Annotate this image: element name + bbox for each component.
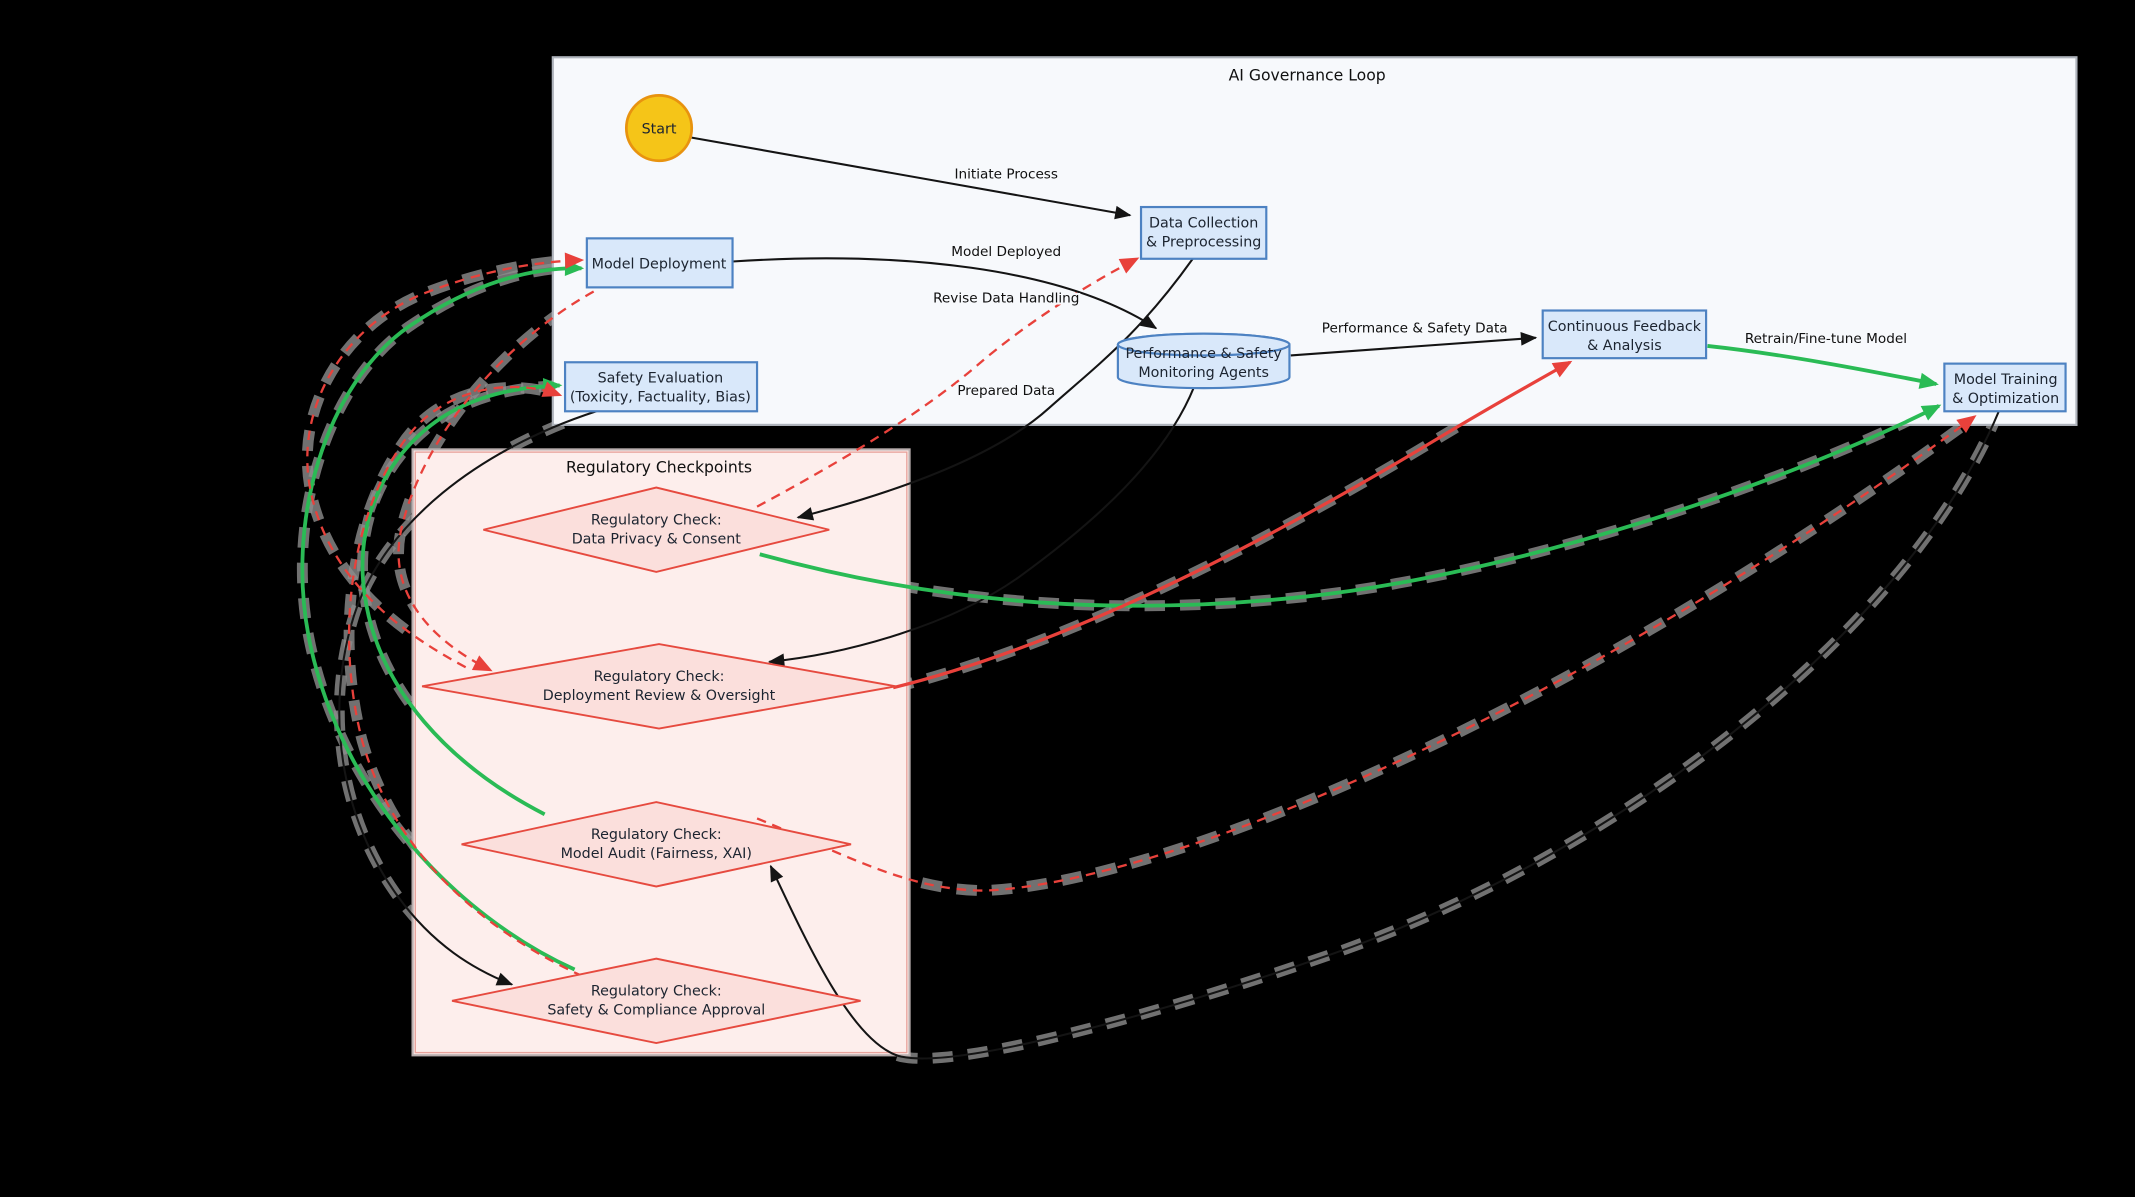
model-deployment-node xyxy=(585,237,734,289)
model-training-node xyxy=(1943,362,2067,413)
privacy-check-diamond xyxy=(483,486,830,573)
edge-label-revise-data-handling: Revise Data Handling xyxy=(933,290,1079,306)
safety-evaluation-label-1: Safety Evaluation xyxy=(598,371,724,387)
edge-compliance-check-to-safety-eval-reevaluate xyxy=(347,381,584,978)
edge-monitoring-to-feedback xyxy=(1290,332,1538,357)
edge-safety-eval-to-compliance-check xyxy=(338,410,597,986)
feedback-label-1: Continuous Feedback xyxy=(1548,319,1702,335)
edge-deployment-check-to-feedback xyxy=(892,360,1573,690)
compliance-check-diamond xyxy=(451,957,861,1045)
nodes xyxy=(421,94,2067,1045)
edge-privacy-check-to-training-approved xyxy=(759,404,1942,608)
cluster-regulatory-inner-border xyxy=(414,451,908,1054)
edge-label-prepared-data: Prepared Data xyxy=(957,383,1055,399)
edge-deployment-to-monitoring xyxy=(732,257,1158,330)
audit-check-label-2: Model Audit (Fairness, XAI) xyxy=(561,846,752,862)
edge-monitoring-to-deployment-check xyxy=(767,386,1196,668)
deployment-check-label-2: Deployment Review & Oversight xyxy=(543,688,776,704)
monitoring-label-1: Performance & Safety xyxy=(1125,346,1282,362)
edge-label-initiate-process: Initiate Process xyxy=(954,166,1058,182)
start-label: Start xyxy=(642,122,677,138)
edge-start-to-data-collection xyxy=(691,136,1132,220)
audit-check-diamond xyxy=(461,801,852,888)
edge-label-retrain-finetune: Retrain/Fine-tune Model xyxy=(1745,331,1907,347)
privacy-check-label-2: Data Privacy & Consent xyxy=(572,531,742,547)
safety-evaluation-node xyxy=(563,361,759,413)
compliance-check-label-2: Safety & Compliance Approval xyxy=(547,1002,765,1018)
cluster-ai-governance-loop xyxy=(551,56,2078,426)
deployment-check-diamond xyxy=(421,643,897,730)
data-collection-label-1: Data Collection xyxy=(1149,215,1258,231)
edge-audit-check-to-training-failed xyxy=(756,415,1977,892)
training-label-2: & Optimization xyxy=(1952,391,2059,407)
deployment-check-label-1: Regulatory Check: xyxy=(594,669,725,685)
edge-label-performance-safety-data: Performance & Safety Data xyxy=(1322,320,1508,336)
edge-audit-check-to-safety-eval-approved xyxy=(360,377,563,817)
edge-deployment-check-to-deployment-rejected xyxy=(306,252,585,669)
data-collection-label-2: & Preprocessing xyxy=(1146,235,1261,251)
data-collection-node xyxy=(1139,205,1268,260)
model-deployment-label: Model Deployment xyxy=(592,256,727,272)
monitoring-agents-node xyxy=(1116,332,1291,390)
edge-feedback-to-training-retrain xyxy=(1707,344,1939,389)
edge-data-collection-to-privacy-check xyxy=(796,258,1194,521)
edge-privacy-check-to-data-collection-revise xyxy=(756,257,1140,508)
edges xyxy=(300,136,2000,1060)
continuous-feedback-node xyxy=(1541,309,1708,360)
feedback-label-2: & Analysis xyxy=(1587,338,1662,354)
regulatory-cluster-title: Regulatory Checkpoints xyxy=(566,458,752,477)
edge-training-to-audit-check xyxy=(769,410,2000,1060)
monitoring-label-2: Monitoring Agents xyxy=(1138,365,1269,381)
edge-deployment-to-deployment-check-submit xyxy=(397,290,595,672)
training-label-1: Model Training xyxy=(1954,372,2058,388)
audit-check-label-1: Regulatory Check: xyxy=(591,827,722,843)
start-node xyxy=(624,94,694,163)
safety-evaluation-label-2: (Toxicity, Factuality, Bias) xyxy=(570,390,751,406)
compliance-check-label-1: Regulatory Check: xyxy=(591,983,722,999)
edge-label-model-deployed: Model Deployed xyxy=(951,244,1061,260)
labels: AI Governance Loop Regulatory Checkpoint… xyxy=(543,65,2059,1018)
privacy-check-label-1: Regulatory Check: xyxy=(591,512,722,528)
governance-cluster-title: AI Governance Loop xyxy=(1229,65,1386,84)
